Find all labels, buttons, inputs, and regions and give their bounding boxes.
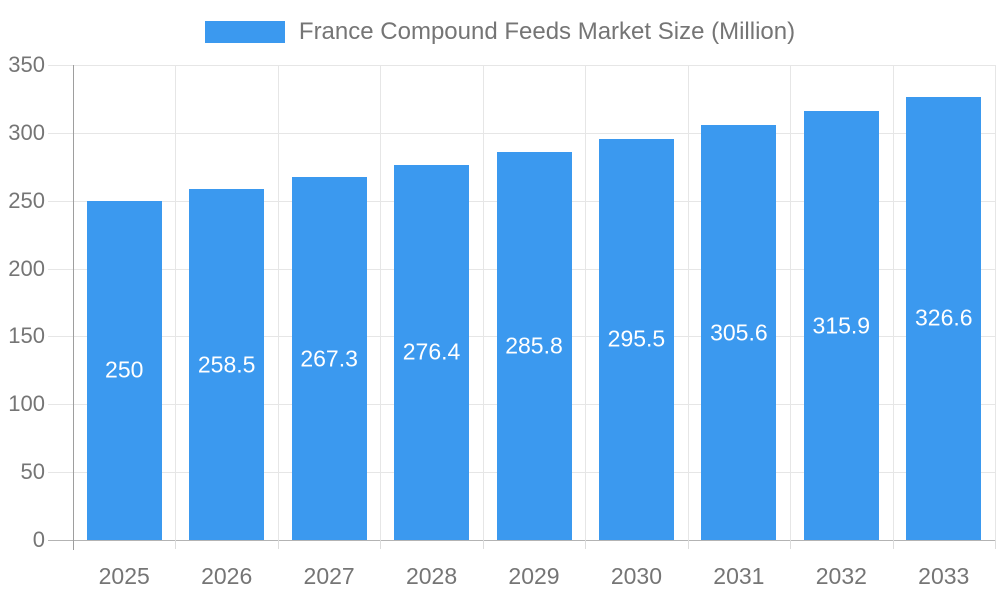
legend[interactable]: France Compound Feeds Market Size (Milli…: [0, 19, 1000, 45]
bar-value-label: 250: [105, 356, 144, 383]
x-tick-label: 2033: [918, 563, 970, 589]
y-tick-label: 0: [32, 527, 45, 552]
x-axis-tick: [790, 540, 792, 549]
bar-value-label: 276.4: [402, 338, 461, 365]
y-tick-label: 50: [20, 459, 45, 485]
x-tick-label: 2027: [303, 563, 355, 589]
bar[interactable]: [291, 177, 367, 540]
bar-value-label: 258.5: [197, 351, 256, 378]
v-gridline: [687, 65, 689, 540]
v-gridline: [175, 65, 177, 540]
y-tick-label: 200: [8, 255, 45, 281]
v-gridline: [380, 65, 382, 540]
legend-label: France Compound Feeds Market Size (Milli…: [298, 18, 796, 45]
y-axis-line: [73, 65, 74, 550]
bar[interactable]: [189, 189, 265, 540]
bar[interactable]: [496, 152, 572, 540]
x-axis-tick: [277, 540, 279, 549]
h-gridline: [48, 65, 995, 66]
y-tick-label: 350: [8, 52, 45, 77]
bar[interactable]: [394, 164, 470, 540]
x-tick-label: 2025: [98, 563, 150, 589]
bar-value-label: 315.9: [812, 312, 871, 339]
x-axis-tick: [585, 540, 587, 549]
bar[interactable]: [598, 138, 674, 540]
x-axis-tick: [175, 540, 177, 549]
bar-value-label: 305.6: [710, 319, 768, 346]
v-gridline: [995, 65, 996, 540]
bar-value-label: 285.8: [505, 332, 563, 359]
v-gridline: [585, 65, 587, 540]
x-axis-tick: [995, 540, 996, 549]
x-axis-tick: [482, 540, 484, 549]
y-tick-label: 300: [8, 119, 45, 145]
bar-value-label: 267.3: [300, 345, 358, 372]
x-axis-baseline: [48, 540, 995, 541]
y-tick-label: 150: [8, 323, 45, 349]
v-gridline: [277, 65, 279, 540]
bar[interactable]: [86, 200, 162, 540]
v-gridline: [482, 65, 484, 540]
x-tick-label: 2031: [713, 563, 765, 589]
x-tick-label: 2030: [610, 563, 663, 589]
v-gridline: [892, 65, 894, 540]
v-gridline: [790, 65, 792, 540]
x-axis-tick: [380, 540, 382, 549]
y-tick-label: 100: [8, 391, 45, 417]
x-axis-tick: [892, 540, 894, 549]
y-tick-label: 250: [8, 187, 45, 213]
x-tick-label: 2029: [508, 563, 560, 589]
bar[interactable]: [803, 111, 879, 540]
x-tick-label: 2032: [815, 563, 867, 589]
bar-value-label: 295.5: [607, 325, 666, 352]
x-tick-label: 2026: [201, 563, 253, 589]
x-tick-label: 2028: [405, 563, 458, 589]
bar[interactable]: [701, 125, 777, 540]
legend-swatch: [204, 21, 285, 43]
bar-value-label: 326.6: [914, 304, 973, 331]
h-gridline: [48, 132, 995, 134]
x-axis-tick: [687, 540, 689, 549]
bar[interactable]: [906, 96, 982, 540]
